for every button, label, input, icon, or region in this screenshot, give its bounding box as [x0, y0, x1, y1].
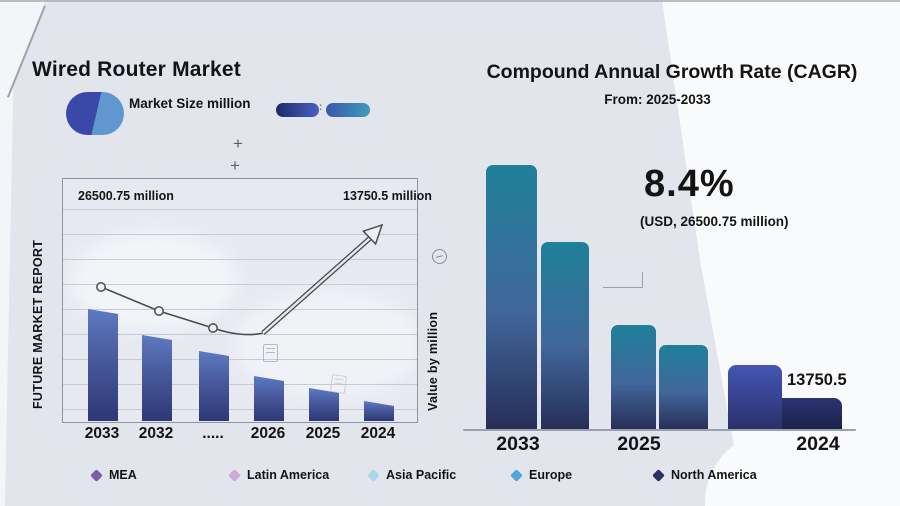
x-axis-line	[463, 429, 856, 431]
gridline	[63, 234, 417, 235]
ratio-pill-right-icon	[326, 103, 370, 117]
gridline	[63, 284, 417, 285]
gridline	[63, 309, 417, 310]
diamond-icon	[652, 468, 665, 482]
capsule-icon	[66, 92, 124, 135]
diamond-icon	[228, 468, 241, 482]
bar-2033	[88, 309, 118, 421]
cagr-title: Compound Annual Growth Rate (CAGR)	[486, 61, 858, 83]
legend-label: North America	[671, 468, 757, 482]
max-value-label: 26500.75 million	[78, 189, 174, 203]
diamond-icon	[510, 468, 523, 482]
market-size-label: Market Size million	[129, 96, 251, 111]
plus-icon: +	[230, 156, 240, 175]
legend-label: Latin America	[247, 468, 330, 482]
document-icon	[263, 344, 278, 362]
x-tick-2024: 2024	[360, 425, 396, 442]
bar-2025	[309, 388, 339, 421]
legend-item-europe: Europe	[510, 468, 573, 482]
bar-2024	[364, 401, 394, 421]
gridline	[63, 209, 417, 210]
gridline	[63, 259, 417, 260]
bar-2032	[142, 335, 172, 421]
corner-bracket-icon	[603, 287, 643, 289]
x-tick-2033: 2033	[84, 425, 120, 442]
x-tick-2032: 2032	[138, 425, 174, 442]
min-value-label: 13750.5 million	[343, 189, 432, 203]
legend-item-mea: MEA	[90, 468, 137, 482]
cagr-bar-2033-b	[541, 242, 589, 430]
trend-line-arrow-icon	[95, 223, 384, 336]
legend-label: Europe	[529, 468, 573, 482]
legend-item-north-america: North America	[652, 468, 757, 482]
diamond-icon	[367, 468, 380, 482]
top-hairline	[0, 0, 900, 2]
plus-icon: +	[233, 134, 243, 153]
cagr-bar-2025-b	[659, 345, 708, 430]
y-axis-label: Value by million	[426, 311, 440, 411]
gridline	[63, 409, 417, 410]
x-tick-2024: 2024	[796, 433, 840, 455]
diamond-icon	[90, 468, 103, 482]
legend-label: MEA	[109, 468, 137, 482]
x-tick-dots: .....	[202, 425, 224, 442]
market-size-chart: 26500.75 million 13750.5 million	[62, 178, 432, 423]
bar-2026	[254, 376, 284, 421]
corner-bracket-icon	[642, 272, 644, 288]
x-tick-2026: 2026	[250, 425, 286, 442]
ratio-pill-left-icon	[276, 103, 319, 117]
page-title: Wired Router Market	[32, 58, 241, 81]
gridline	[63, 384, 417, 385]
legend-label: Asia Pacific	[386, 468, 457, 482]
legend-item-asia-pacific: Asia Pacific	[367, 468, 457, 482]
bar-dots	[199, 351, 229, 421]
gridline	[63, 359, 417, 360]
cagr-subtitle: From: 2025-2033	[604, 92, 711, 107]
cagr-bar-2033-a	[486, 165, 537, 430]
background-corner-wave	[705, 432, 900, 506]
x-tick-2025: 2025	[617, 433, 661, 455]
cagr-value: 8.4%	[644, 163, 735, 205]
watermark-vertical-label: FUTURE MARKET REPORT	[31, 239, 45, 409]
x-tick-2033: 2033	[496, 433, 540, 455]
cagr-bar-2024-b	[782, 398, 842, 430]
bar-value-label: 13750.5	[787, 371, 847, 389]
legend-item-latin-america: Latin America	[228, 468, 330, 482]
x-tick-2025: 2025	[305, 425, 341, 442]
ratio-colon: :	[319, 102, 323, 113]
cagr-bar-2025-a	[611, 325, 656, 430]
chart-background	[63, 179, 417, 422]
cagr-bar-2024-a	[728, 365, 782, 430]
cagr-note: (USD, 26500.75 million)	[640, 214, 789, 229]
minus-circle-icon	[430, 247, 449, 266]
